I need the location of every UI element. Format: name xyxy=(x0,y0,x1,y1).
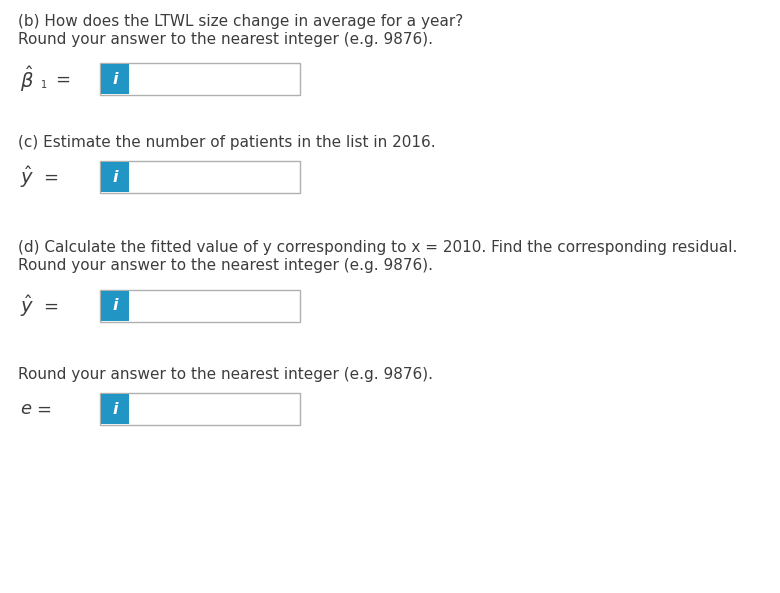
Text: i: i xyxy=(112,170,118,184)
FancyBboxPatch shape xyxy=(100,63,300,95)
FancyBboxPatch shape xyxy=(101,64,129,94)
Text: $e$: $e$ xyxy=(20,400,32,418)
FancyBboxPatch shape xyxy=(100,290,300,322)
FancyBboxPatch shape xyxy=(101,291,129,321)
Text: i: i xyxy=(112,72,118,87)
Text: Round your answer to the nearest integer (e.g. 9876).: Round your answer to the nearest integer… xyxy=(18,32,433,47)
Text: (c) Estimate the number of patients in the list in 2016.: (c) Estimate the number of patients in t… xyxy=(18,135,435,150)
Text: (d) Calculate the fitted value of y corresponding to x = 2010. Find the correspo: (d) Calculate the fitted value of y corr… xyxy=(18,240,737,255)
Text: i: i xyxy=(112,298,118,314)
Text: i: i xyxy=(112,401,118,416)
Text: (b) How does the LTWL size change in average for a year?: (b) How does the LTWL size change in ave… xyxy=(18,14,463,29)
Text: $\hat{y}$: $\hat{y}$ xyxy=(20,164,34,190)
FancyBboxPatch shape xyxy=(101,162,129,192)
FancyBboxPatch shape xyxy=(100,393,300,425)
Text: $=$: $=$ xyxy=(52,70,71,88)
FancyBboxPatch shape xyxy=(101,394,129,424)
Text: $=$: $=$ xyxy=(40,168,58,186)
FancyBboxPatch shape xyxy=(100,161,300,193)
Text: Round your answer to the nearest integer (e.g. 9876).: Round your answer to the nearest integer… xyxy=(18,367,433,382)
Text: Round your answer to the nearest integer (e.g. 9876).: Round your answer to the nearest integer… xyxy=(18,258,433,273)
Text: $=$: $=$ xyxy=(33,400,51,418)
Text: $\hat{\beta}$: $\hat{\beta}$ xyxy=(20,64,34,94)
Text: $\hat{y}$: $\hat{y}$ xyxy=(20,293,34,319)
Text: $=$: $=$ xyxy=(40,297,58,315)
Text: $_1$: $_1$ xyxy=(40,77,48,91)
